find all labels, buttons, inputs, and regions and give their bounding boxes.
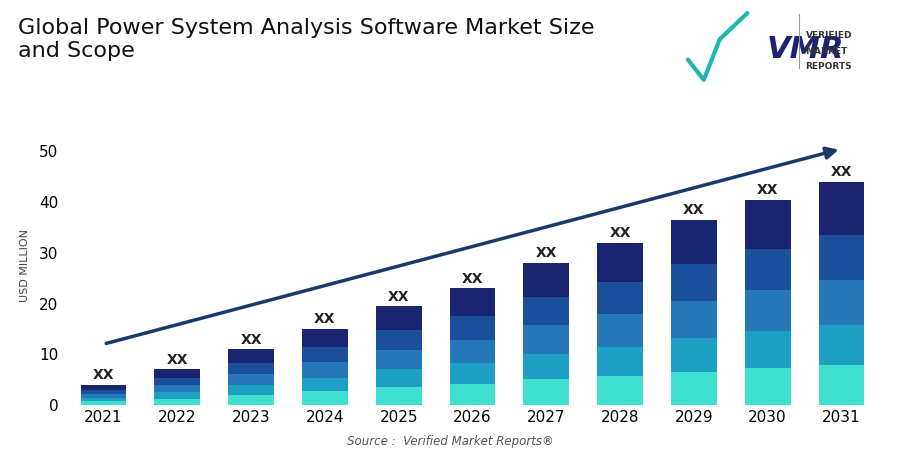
Bar (155, 392, 200, 399)
Text: XX: XX (609, 226, 631, 240)
Bar (524, 354, 569, 379)
Bar (671, 302, 716, 338)
Bar (376, 350, 421, 369)
Bar (450, 384, 495, 405)
Bar (598, 314, 643, 346)
Text: XX: XX (166, 353, 188, 367)
Bar (745, 290, 790, 331)
Bar (302, 392, 347, 405)
Y-axis label: USD MILLION: USD MILLION (21, 229, 31, 302)
Text: VMR: VMR (767, 35, 845, 64)
Text: REPORTS: REPORTS (806, 62, 852, 71)
Bar (818, 280, 864, 324)
Bar (81, 401, 127, 405)
Bar (229, 395, 274, 405)
Bar (81, 394, 127, 398)
Bar (81, 390, 127, 394)
Bar (524, 325, 569, 354)
Bar (598, 376, 643, 405)
Bar (229, 363, 274, 374)
Bar (598, 282, 643, 314)
Bar (155, 369, 200, 378)
Bar (598, 346, 643, 376)
Bar (450, 316, 495, 340)
Text: Source :  Verified Market Reports®: Source : Verified Market Reports® (346, 436, 554, 449)
Bar (745, 331, 790, 368)
Bar (450, 288, 495, 316)
Bar (302, 378, 347, 392)
Bar (81, 385, 127, 390)
Bar (450, 340, 495, 363)
Text: XX: XX (831, 165, 852, 179)
Text: MARKET: MARKET (806, 47, 848, 56)
Bar (81, 398, 127, 401)
Bar (598, 243, 643, 282)
Bar (229, 385, 274, 395)
Bar (376, 387, 421, 405)
Bar (745, 199, 790, 249)
Text: XX: XX (683, 203, 705, 217)
Text: Global Power System Analysis Software Market Size
and Scope: Global Power System Analysis Software Ma… (18, 18, 595, 61)
Bar (524, 297, 569, 325)
Bar (818, 235, 864, 280)
Text: VERIFIED: VERIFIED (806, 32, 852, 40)
Bar (524, 263, 569, 297)
Text: XX: XX (757, 183, 778, 197)
Bar (155, 378, 200, 385)
Bar (376, 369, 421, 387)
Text: XX: XX (388, 289, 410, 304)
Bar (745, 368, 790, 405)
Bar (302, 347, 347, 362)
Text: XX: XX (93, 368, 114, 382)
Text: XX: XX (240, 333, 262, 346)
Bar (376, 306, 421, 330)
Bar (671, 372, 716, 405)
Bar (818, 324, 864, 365)
Bar (376, 330, 421, 350)
Bar (229, 349, 274, 363)
Bar (155, 385, 200, 392)
Bar (229, 374, 274, 385)
Bar (671, 264, 716, 302)
Bar (818, 182, 864, 235)
Bar (745, 249, 790, 290)
Bar (671, 338, 716, 372)
Text: XX: XX (536, 247, 557, 261)
Text: XX: XX (314, 312, 336, 326)
Bar (818, 365, 864, 405)
Bar (302, 329, 347, 347)
Bar (524, 379, 569, 405)
Bar (671, 220, 716, 264)
Bar (155, 399, 200, 405)
Bar (450, 363, 495, 384)
Bar (302, 362, 347, 378)
Text: XX: XX (462, 272, 483, 286)
